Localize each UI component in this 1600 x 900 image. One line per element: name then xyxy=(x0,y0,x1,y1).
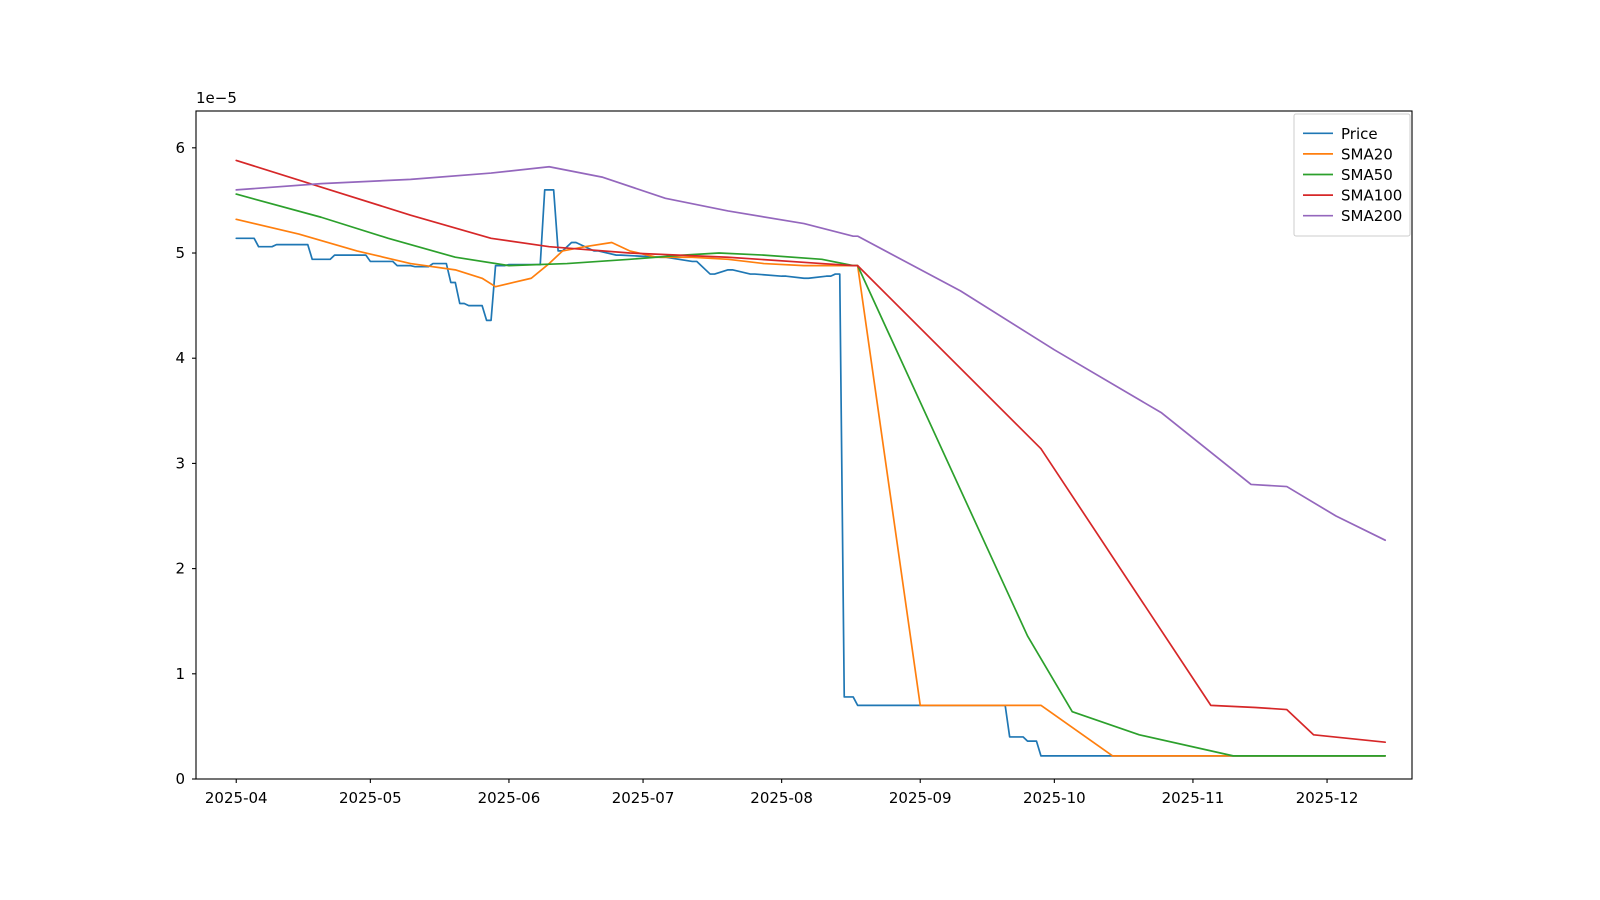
series-sma100 xyxy=(235,159,1387,744)
y-tick-label: 1 xyxy=(175,665,185,683)
x-tick-label: 2025-08 xyxy=(750,789,813,807)
x-tick-label: 2025-07 xyxy=(612,789,675,807)
x-tick-label: 2025-10 xyxy=(1023,789,1086,807)
x-tick-label: 2025-12 xyxy=(1296,789,1359,807)
x-tick-label: 2025-09 xyxy=(889,789,952,807)
series-lines xyxy=(235,159,1387,757)
y-tick-label: 4 xyxy=(175,349,185,367)
y-axis-offset-label: 1e−5 xyxy=(196,89,237,107)
x-tick-label: 2025-11 xyxy=(1162,789,1225,807)
series-sma200 xyxy=(235,165,1387,542)
x-tick-label: 2025-06 xyxy=(478,789,541,807)
y-tick-label: 3 xyxy=(175,454,185,472)
axes xyxy=(195,110,1413,780)
y-tick-label: 0 xyxy=(175,770,185,788)
y-tick-label: 6 xyxy=(175,139,185,157)
y-tick-label: 2 xyxy=(175,560,185,578)
y-tick-label: 5 xyxy=(175,244,185,262)
x-tick-label: 2025-04 xyxy=(205,789,268,807)
legend-label-sma20: SMA20 xyxy=(1341,145,1393,163)
legend-label-price: Price xyxy=(1341,125,1378,143)
axis-ticks: 2025-04 2025-05 2025-06 2025-07 2025-08 2025-… xyxy=(175,139,1358,807)
legend-label-sma100: SMA100 xyxy=(1341,187,1402,205)
legend-label-sma50: SMA50 xyxy=(1341,166,1393,184)
x-tick-label: 2025-05 xyxy=(339,789,402,807)
legend[interactable]: Price SMA20 SMA50 SMA100 SMA200 xyxy=(1293,113,1411,237)
series-sma50 xyxy=(235,193,1387,757)
legend-label-sma200: SMA200 xyxy=(1341,207,1402,225)
